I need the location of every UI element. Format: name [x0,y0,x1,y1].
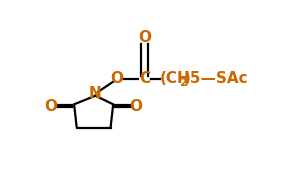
Text: N: N [89,86,102,101]
Text: (CH: (CH [160,71,191,86]
Text: )5—SAc: )5—SAc [184,71,248,86]
Text: 2: 2 [179,78,187,88]
Text: O: O [110,71,123,86]
Text: O: O [129,99,142,113]
Text: O: O [138,30,151,45]
Text: C: C [139,71,150,86]
Text: O: O [45,99,58,113]
